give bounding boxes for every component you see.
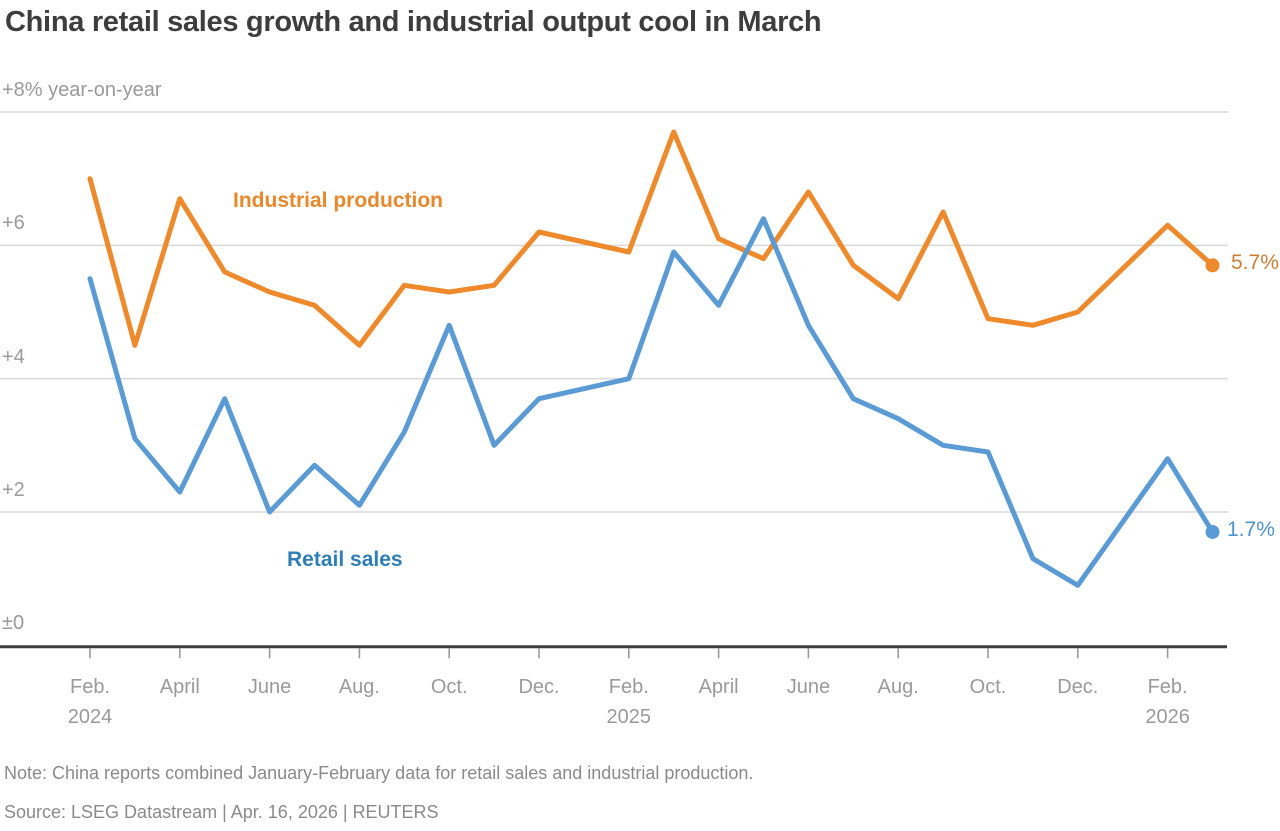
end-dot-industrial-production (1205, 258, 1220, 273)
x-axis-label: April (159, 676, 200, 698)
end-value-industrial-production: 5.7% (1231, 251, 1279, 274)
page-title: China retail sales growth and industrial… (5, 6, 822, 38)
x-axis-label: Feb. 2024 (67, 676, 113, 728)
line-industrial-production (87, 129, 1215, 348)
x-axis-label: Aug. (338, 676, 380, 698)
x-axis-label: Oct. (969, 676, 1007, 698)
end-dot-retail-sales (1205, 524, 1220, 539)
x-axis-label: June (786, 676, 831, 698)
chart-note: Note: China reports combined January-Feb… (4, 763, 754, 783)
series-label-retail-sales: Retail sales (287, 548, 403, 571)
end-value-retail-sales: 1.7% (1227, 518, 1275, 541)
y-axis-label: +2 (2, 478, 25, 501)
y-axis-label: +4 (2, 345, 25, 368)
line-retail-sales (87, 216, 1215, 588)
x-axis-label: April (698, 676, 739, 698)
x-axis-label: Aug. (877, 676, 919, 698)
chart-source: Source: LSEG Datastream | Apr. 16, 2026 … (4, 802, 439, 822)
y-axis-label: +8% year-on-year (2, 79, 162, 102)
y-axis-label: ±0 (2, 612, 25, 635)
x-axis-label: June (247, 676, 292, 698)
series-label-industrial-production: Industrial production (233, 189, 443, 212)
x-axis-label: Oct. (430, 676, 468, 698)
x-axis-label: Dec. (518, 676, 560, 698)
y-axis-label: +6 (2, 212, 25, 235)
x-axis-label: Feb. 2026 (1145, 676, 1190, 728)
x-axis-label: Dec. (1057, 676, 1099, 698)
x-axis-label: Feb. 2025 (606, 676, 652, 728)
